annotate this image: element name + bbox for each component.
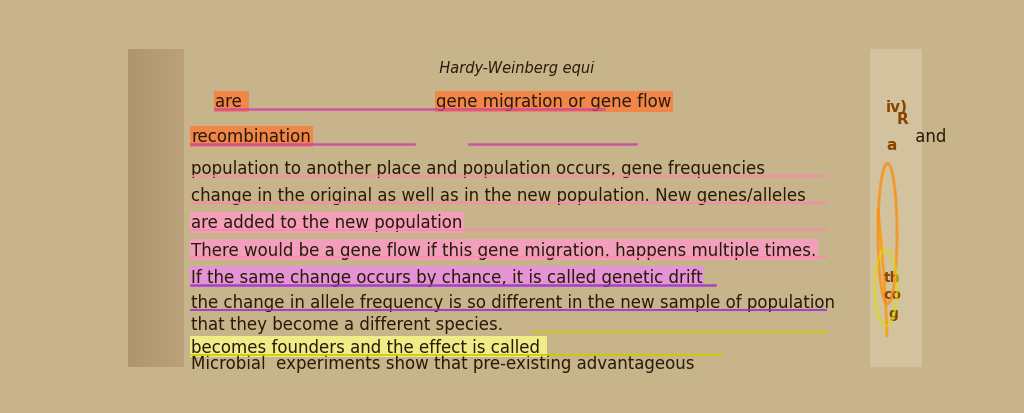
Text: R: R bbox=[896, 112, 908, 127]
Text: are added to the new population: are added to the new population bbox=[191, 214, 463, 232]
Text: becomes founders and the effect is called: becomes founders and the effect is calle… bbox=[191, 338, 546, 356]
Text: There would be a gene flow if this gene migration, happens multiple times.: There would be a gene flow if this gene … bbox=[191, 241, 817, 259]
Text: gene migration or gene flow: gene migration or gene flow bbox=[436, 93, 672, 111]
Text: the change in allele frequency is so different in the new sample of population: the change in allele frequency is so dif… bbox=[191, 293, 836, 311]
Bar bbox=[128, 50, 136, 368]
Bar bbox=[152, 50, 160, 368]
Bar bbox=[870, 50, 922, 368]
Bar bbox=[143, 50, 152, 368]
Text: population to another place and population occurs, gene frequencies: population to another place and populati… bbox=[191, 160, 766, 178]
Text: Microbial  experiments show that pre-existing advantageous: Microbial experiments show that pre-exis… bbox=[191, 354, 695, 372]
Text: and: and bbox=[909, 128, 951, 146]
Text: co: co bbox=[884, 287, 901, 301]
Bar bbox=[176, 50, 183, 368]
Bar bbox=[136, 50, 143, 368]
Text: recombination: recombination bbox=[191, 128, 311, 146]
Text: change in the original as well as in the new population. New genes/alleles: change in the original as well as in the… bbox=[191, 187, 806, 205]
Text: th: th bbox=[884, 270, 900, 284]
Text: iv): iv) bbox=[886, 99, 908, 114]
Bar bbox=[168, 50, 176, 368]
Text: Hardy-Weinberg equi: Hardy-Weinberg equi bbox=[430, 61, 594, 76]
Text: a: a bbox=[886, 138, 896, 152]
Bar bbox=[128, 50, 183, 368]
Text: are: are bbox=[215, 93, 248, 111]
Text: g: g bbox=[888, 306, 898, 320]
Bar bbox=[160, 50, 168, 368]
Text: that they become a different species.: that they become a different species. bbox=[191, 316, 509, 334]
Text: If the same change occurs by chance, it is called genetic drift: If the same change occurs by chance, it … bbox=[191, 268, 703, 286]
